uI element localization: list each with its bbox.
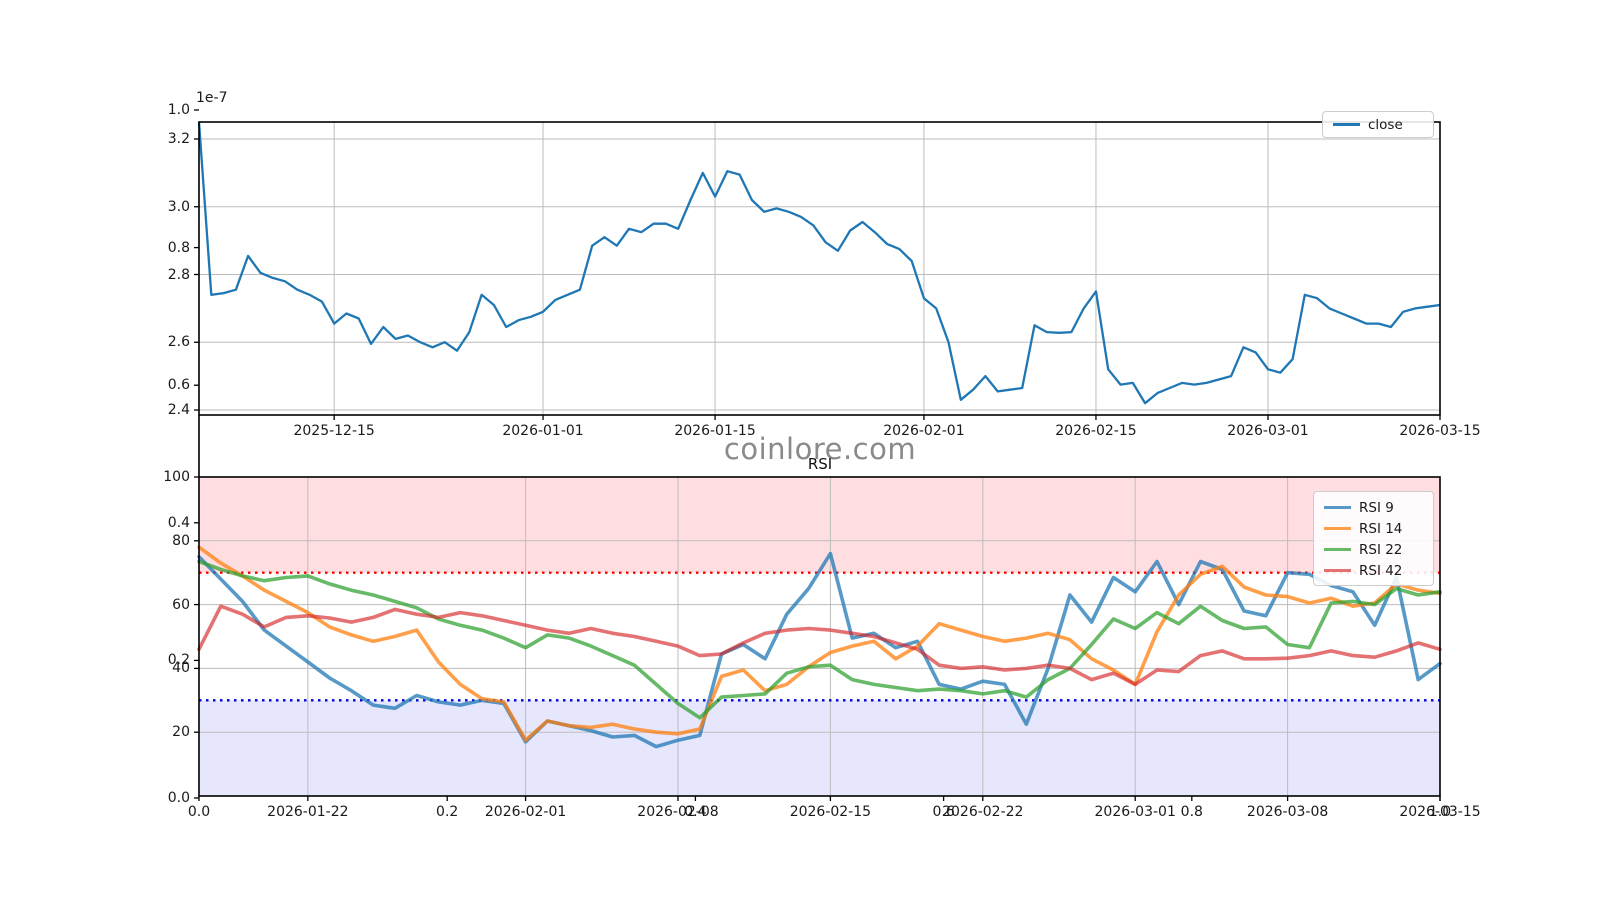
legend-row-rsi42: RSI 42 bbox=[1314, 560, 1433, 581]
legend-row-rsi9: RSI 9 bbox=[1314, 497, 1433, 518]
rsi22-line-swatch bbox=[1324, 548, 1351, 551]
rsi42-line-swatch bbox=[1324, 569, 1351, 572]
rsi14-line-swatch bbox=[1324, 527, 1351, 530]
rsi42-legend-label: RSI 42 bbox=[1359, 562, 1403, 579]
watermark-text: coinlore.com bbox=[723, 432, 917, 466]
rsi-legend: RSI 9 RSI 14 RSI 22 RSI 42 bbox=[1313, 491, 1434, 586]
rsi22-legend-label: RSI 22 bbox=[1359, 541, 1403, 558]
close-legend-label: close bbox=[1368, 116, 1403, 133]
price-legend: close bbox=[1322, 111, 1434, 138]
close-line-swatch bbox=[1333, 123, 1360, 126]
rsi9-line-swatch bbox=[1324, 506, 1351, 509]
legend-row-rsi14: RSI 14 bbox=[1314, 518, 1433, 539]
rsi14-legend-label: RSI 14 bbox=[1359, 520, 1403, 537]
rsi9-legend-label: RSI 9 bbox=[1359, 499, 1394, 516]
legend-row-rsi22: RSI 22 bbox=[1314, 539, 1433, 560]
y-axis-offset-label: 1e-7 bbox=[196, 90, 228, 106]
rsi-chart-title: RSI bbox=[807, 455, 833, 473]
